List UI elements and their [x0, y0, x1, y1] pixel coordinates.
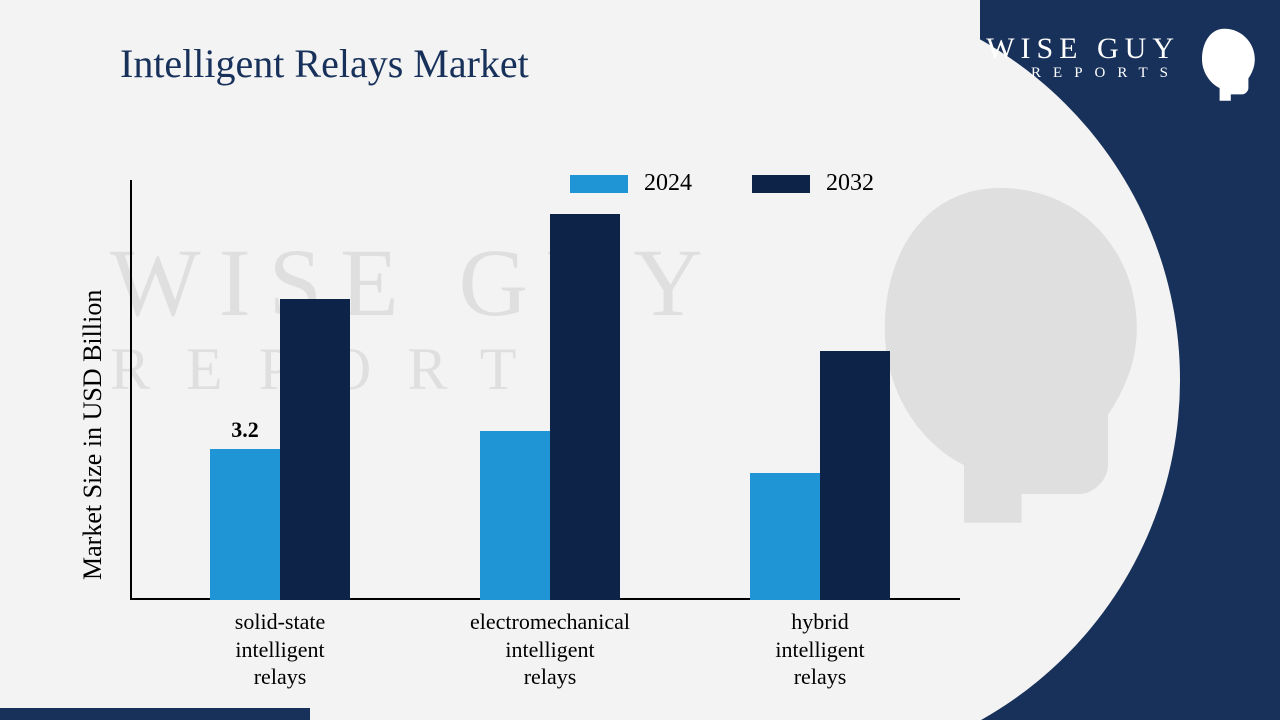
- legend-label-2032: 2032: [826, 170, 874, 197]
- bar-value-solid_state: 3.2: [231, 417, 259, 443]
- bar-2032-solid_state: [280, 299, 350, 600]
- bar-2024-electromechanical: [480, 431, 550, 600]
- plot-area: 3.2solid-stateintelligentrelayselectrome…: [130, 200, 960, 600]
- brand-line2: REPORTS: [986, 66, 1180, 81]
- brand-logo: WISE GUY REPORTS: [986, 34, 1180, 81]
- bar-2032-electromechanical: [550, 214, 620, 600]
- category-label-hybrid: hybridintelligentrelays: [710, 608, 930, 691]
- legend-swatch-2032: [752, 175, 810, 193]
- y-axis-line: [130, 180, 132, 600]
- bottom-strip: [0, 708, 310, 720]
- chart-canvas: WISE GUY REPORTS WISE GUY REPORTS Intell…: [0, 0, 1280, 720]
- y-axis-label: Market Size in USD Billion: [78, 290, 108, 580]
- brand-head-icon: [1186, 24, 1266, 104]
- brand-line1: WISE GUY: [986, 34, 1180, 64]
- legend-item-2032: 2032: [752, 170, 874, 197]
- bar-2024-solid_state: [210, 449, 280, 600]
- legend-label-2024: 2024: [644, 170, 692, 197]
- category-label-solid_state: solid-stateintelligentrelays: [170, 608, 390, 691]
- legend-swatch-2024: [570, 175, 628, 193]
- bar-2024-hybrid: [750, 473, 820, 600]
- legend: 2024 2032: [570, 170, 874, 197]
- legend-item-2024: 2024: [570, 170, 692, 197]
- bar-2032-hybrid: [820, 351, 890, 600]
- category-label-electromechanical: electromechanicalintelligentrelays: [440, 608, 660, 691]
- chart-title: Intelligent Relays Market: [120, 40, 529, 87]
